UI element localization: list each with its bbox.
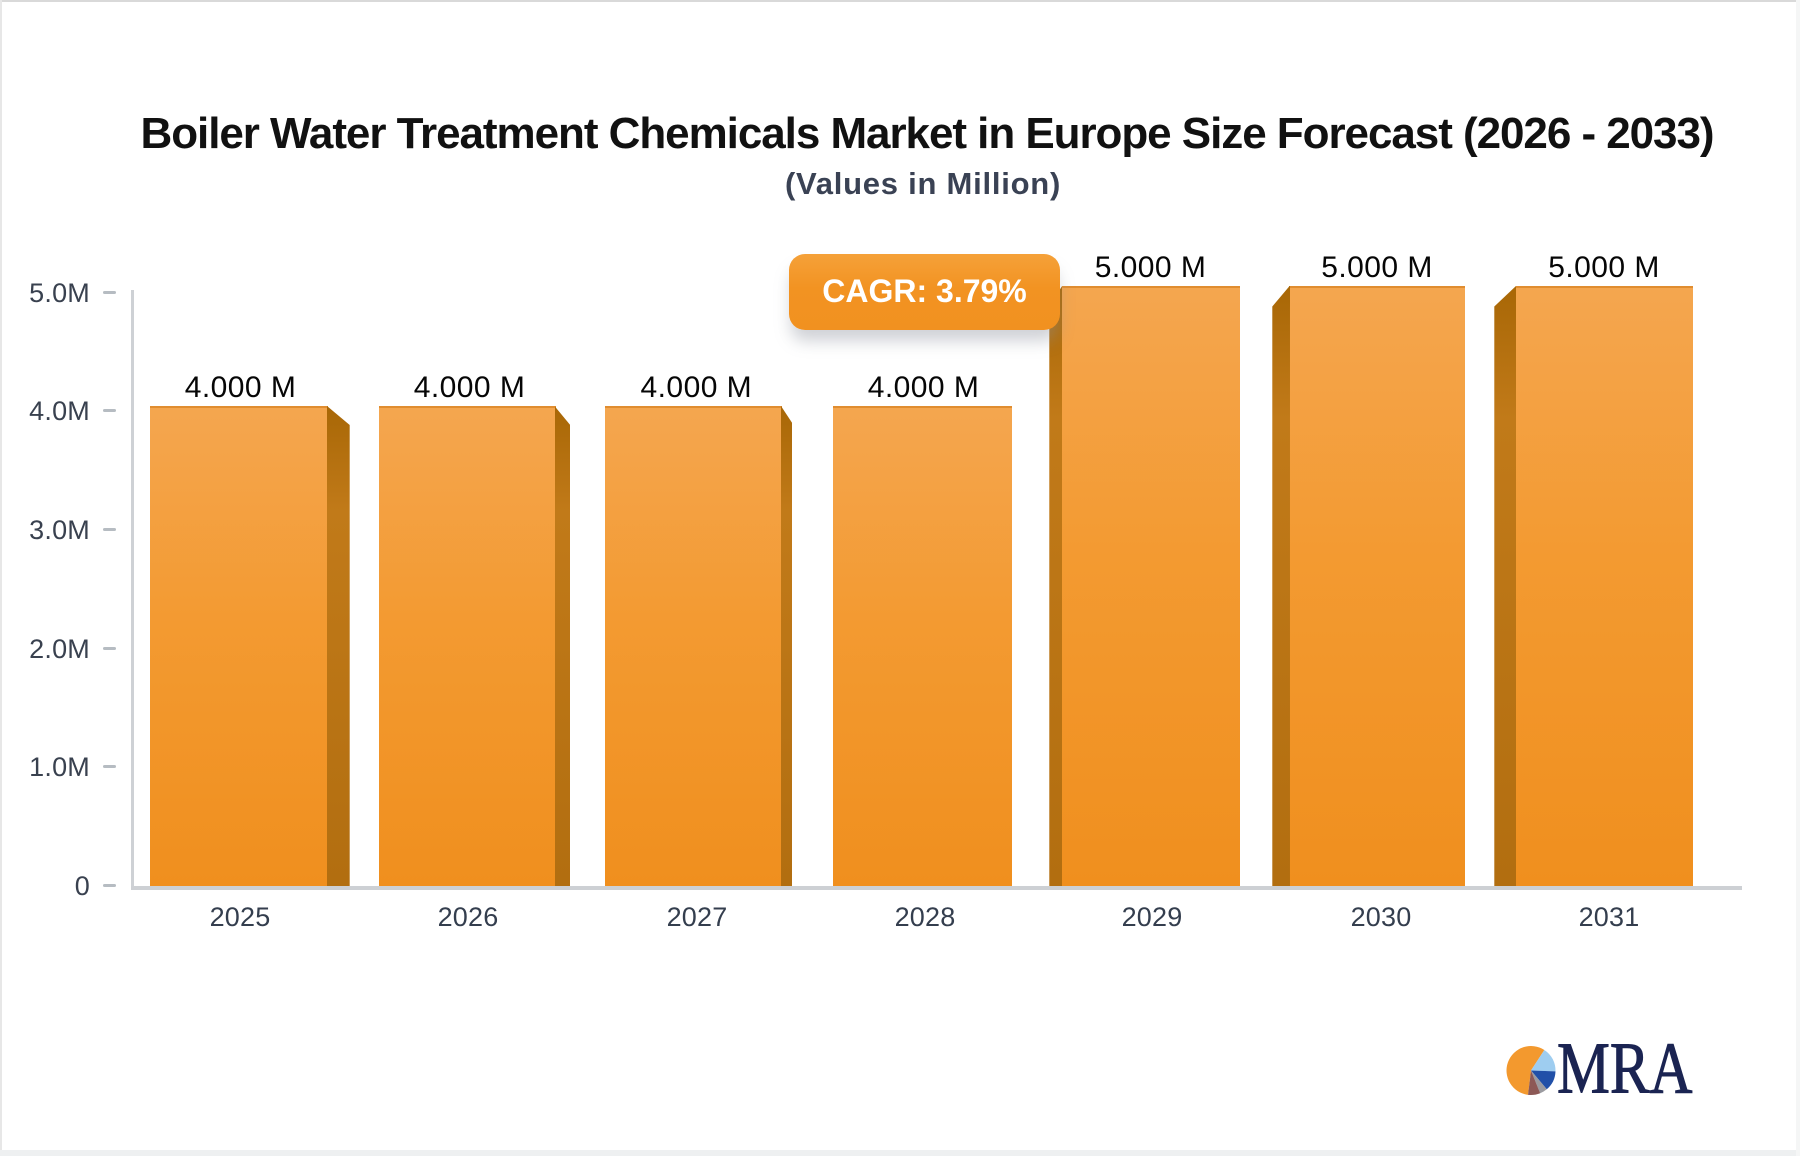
svg-text:MRA: MRA xyxy=(1557,1036,1693,1109)
